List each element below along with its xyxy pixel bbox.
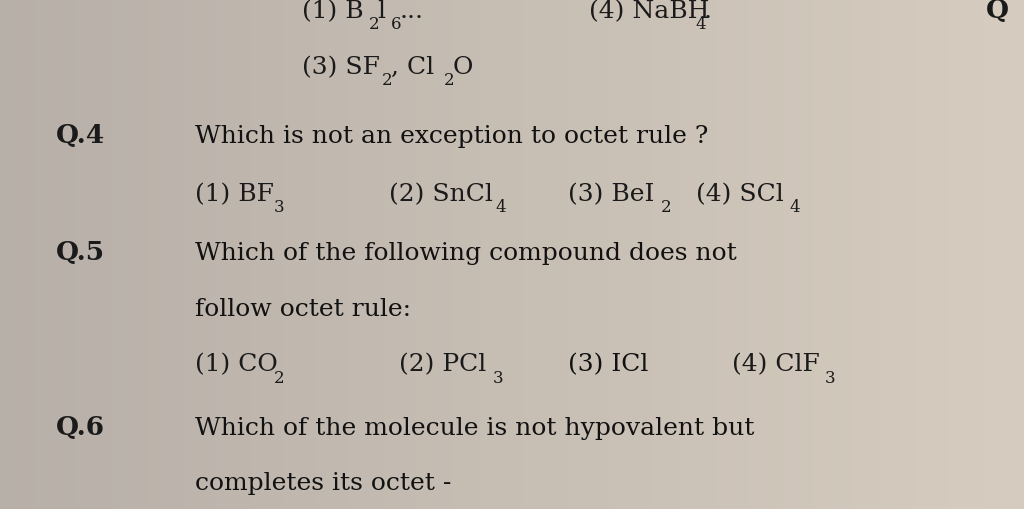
Text: (2) SnCl: (2) SnCl bbox=[389, 183, 493, 206]
Text: (3) BeI: (3) BeI bbox=[568, 183, 654, 206]
Text: 4: 4 bbox=[790, 199, 800, 216]
Text: 6: 6 bbox=[390, 16, 401, 33]
Text: Which of the following compound does not: Which of the following compound does not bbox=[195, 242, 736, 265]
Text: 3: 3 bbox=[493, 370, 503, 387]
Text: (4) NaBH: (4) NaBH bbox=[589, 0, 710, 23]
Text: (3) ICl: (3) ICl bbox=[568, 354, 648, 377]
Text: O: O bbox=[453, 56, 473, 79]
Text: (4) SCl: (4) SCl bbox=[696, 183, 784, 206]
Text: (1) BF: (1) BF bbox=[195, 183, 273, 206]
Text: 2: 2 bbox=[443, 72, 455, 89]
Text: completes its octet -: completes its octet - bbox=[195, 472, 451, 495]
Text: Which is not an exception to octet rule ?: Which is not an exception to octet rule … bbox=[195, 125, 708, 148]
Text: (1) B: (1) B bbox=[302, 0, 364, 23]
Text: follow octet rule:: follow octet rule: bbox=[195, 298, 411, 321]
Text: 3: 3 bbox=[274, 199, 285, 216]
Text: Q.6: Q.6 bbox=[56, 415, 105, 440]
Text: Q.5: Q.5 bbox=[56, 240, 105, 265]
Text: 2: 2 bbox=[369, 16, 379, 33]
Text: ...: ... bbox=[399, 0, 423, 23]
Text: (1) CO: (1) CO bbox=[195, 354, 278, 377]
Text: 2: 2 bbox=[274, 370, 285, 387]
Text: 4: 4 bbox=[695, 16, 706, 33]
Text: Q.4: Q.4 bbox=[56, 123, 105, 148]
Text: 2: 2 bbox=[382, 72, 392, 89]
Text: Which of the molecule is not hypovalent but: Which of the molecule is not hypovalent … bbox=[195, 417, 754, 440]
Text: (3) SF: (3) SF bbox=[302, 56, 380, 79]
Text: (4) ClF: (4) ClF bbox=[732, 354, 820, 377]
Text: , Cl: , Cl bbox=[390, 56, 434, 79]
Text: .: . bbox=[703, 0, 712, 23]
Text: (2) PCl: (2) PCl bbox=[399, 354, 486, 377]
Text: l: l bbox=[377, 0, 385, 23]
Text: Q: Q bbox=[986, 0, 1009, 23]
Text: 4: 4 bbox=[496, 199, 506, 216]
Text: 3: 3 bbox=[825, 370, 836, 387]
Text: 2: 2 bbox=[662, 199, 672, 216]
